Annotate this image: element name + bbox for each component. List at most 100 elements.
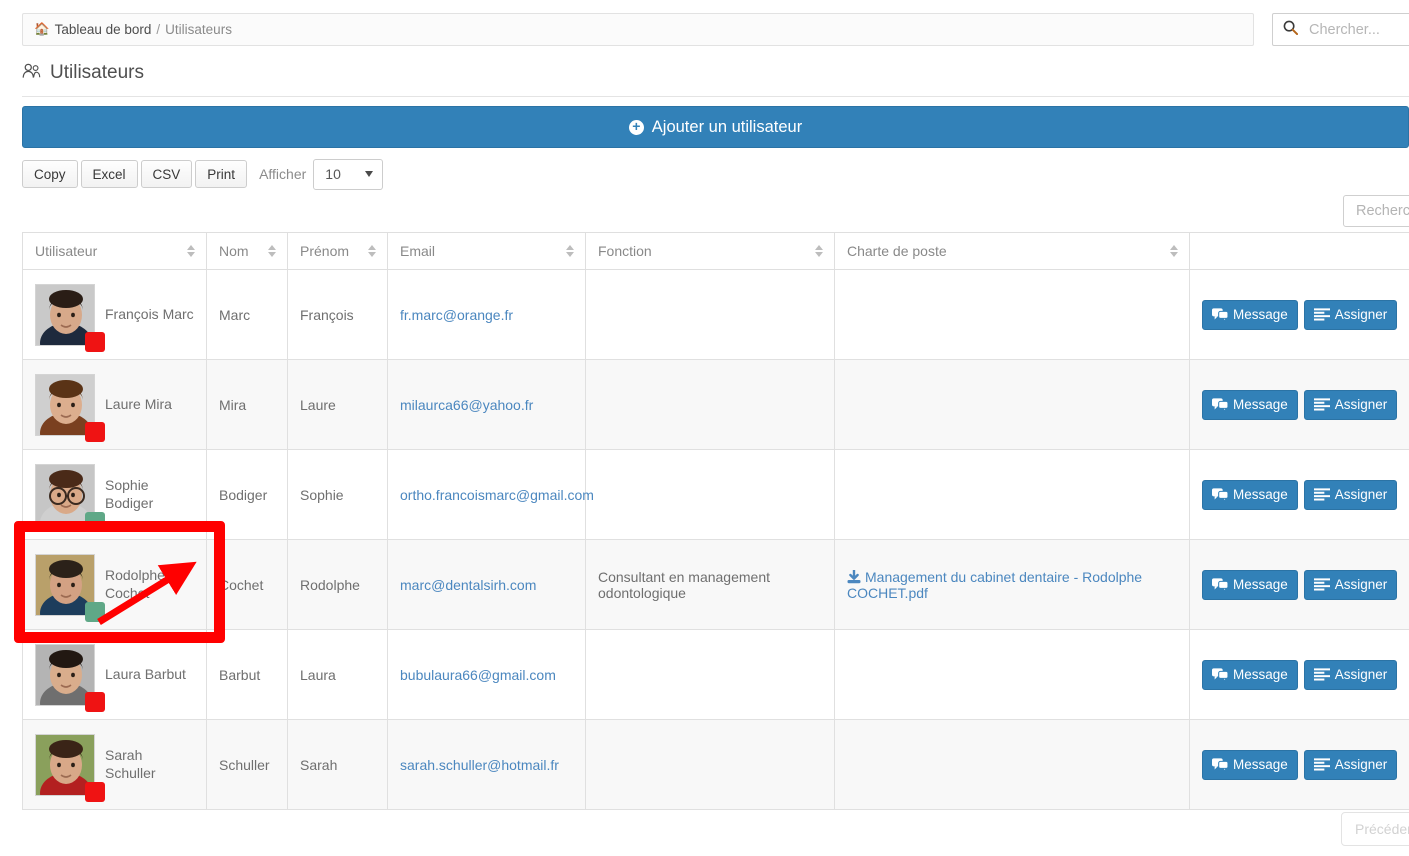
csv-button[interactable]: CSV (140, 160, 193, 188)
users-table: Utilisateur Nom Prénom Email (22, 232, 1409, 810)
avatar (35, 733, 105, 802)
cell-fonction: Consultant en management odontologique (585, 539, 835, 630)
email-link[interactable]: fr.marc@orange.fr (400, 306, 514, 323)
email-link[interactable]: bubulaura66@gmail.com (400, 666, 556, 683)
assign-button[interactable]: Assigner (1303, 749, 1398, 780)
column-header-prenom[interactable]: Prénom (287, 232, 388, 270)
assign-button[interactable]: Assigner (1303, 299, 1398, 330)
assign-label: Assigner (1334, 757, 1388, 772)
user-full-name: Laura Barbut (105, 665, 186, 682)
page-length-select[interactable]: 10 (313, 158, 384, 190)
avatar (35, 283, 105, 352)
cell-prenom: Sarah (287, 719, 388, 810)
assign-label: Assigner (1334, 667, 1388, 682)
print-button[interactable]: Print (195, 160, 248, 188)
cell-nom: Mira (206, 359, 288, 450)
cell-fonction (585, 449, 835, 540)
assign-label: Assigner (1334, 577, 1388, 592)
cell-charte (834, 629, 1190, 720)
email-link[interactable]: marc@dentalsirh.com (400, 576, 537, 593)
global-search[interactable] (1272, 13, 1409, 46)
column-header-utilisateur[interactable]: Utilisateur (22, 232, 207, 270)
message-button[interactable]: Message (1202, 749, 1298, 780)
add-user-button[interactable]: + Ajouter un utilisateur (22, 106, 1409, 148)
status-badge (85, 691, 105, 712)
user-full-name: François Marc (105, 305, 194, 322)
align-left-icon (1313, 488, 1330, 501)
assign-label: Assigner (1334, 307, 1388, 322)
copy-button[interactable]: Copy (22, 160, 78, 188)
column-header-actions (1189, 232, 1409, 270)
cell-charte (834, 719, 1190, 810)
cell-email: sarah.schuller@hotmail.fr (387, 719, 586, 810)
message-label: Message (1233, 667, 1288, 682)
message-button[interactable]: Message (1202, 299, 1298, 330)
users-icon (22, 63, 41, 84)
cell-utilisateur: Rodolphe Cochet (22, 539, 207, 630)
message-button[interactable]: Message (1202, 479, 1298, 510)
column-header-fonction[interactable]: Fonction (585, 232, 835, 270)
table-header-row: Utilisateur Nom Prénom Email (22, 232, 1409, 270)
breadcrumb-link-dashboard[interactable]: Tableau de bord (54, 22, 152, 37)
pagination-previous-button[interactable]: Précédent (1341, 812, 1409, 846)
email-link[interactable]: milaurca66@yahoo.fr (400, 396, 534, 413)
message-label: Message (1233, 577, 1288, 592)
title-divider (22, 96, 1409, 97)
column-label: Email (400, 243, 436, 259)
message-label: Message (1233, 487, 1288, 502)
message-label: Message (1233, 307, 1288, 322)
column-header-email[interactable]: Email (387, 232, 586, 270)
table-row: François Marc Marc François fr.marc@oran… (22, 269, 1409, 360)
download-icon (847, 569, 861, 583)
home-icon: 🏠 (34, 22, 50, 37)
comments-icon (1212, 577, 1228, 592)
table-toolbar: Copy Excel CSV Print Afficher 10 (22, 158, 384, 190)
column-label: Prénom (300, 243, 350, 259)
page-title: Utilisateurs (22, 62, 144, 84)
assign-button[interactable]: Assigner (1303, 389, 1398, 420)
comments-icon (1212, 667, 1228, 682)
cell-fonction (585, 719, 835, 810)
message-button[interactable]: Message (1202, 659, 1298, 690)
cell-email: marc@dentalsirh.com (387, 539, 586, 630)
align-left-icon (1313, 398, 1330, 411)
column-label: Charte de poste (847, 243, 947, 259)
email-link[interactable]: sarah.schuller@hotmail.fr (400, 756, 559, 773)
cell-utilisateur: Sarah Schuller (22, 719, 207, 810)
cell-fonction (585, 629, 835, 720)
table-row: Rodolphe Cochet Cochet Rodolphe marc@den… (22, 539, 1409, 630)
message-button[interactable]: Message (1202, 389, 1298, 420)
assign-button[interactable]: Assigner (1303, 479, 1398, 510)
cell-nom: Schuller (206, 719, 288, 810)
message-button[interactable]: Message (1202, 569, 1298, 600)
search-icon (1283, 20, 1299, 40)
column-label: Nom (219, 243, 249, 259)
cell-actions: Message Assigner (1189, 359, 1409, 450)
column-header-charte[interactable]: Charte de poste (834, 232, 1190, 270)
cell-charte (834, 359, 1190, 450)
assign-button[interactable]: Assigner (1303, 659, 1398, 690)
assign-label: Assigner (1334, 487, 1388, 502)
column-header-nom[interactable]: Nom (206, 232, 288, 270)
sort-arrows-icon (566, 245, 574, 257)
excel-button[interactable]: Excel (80, 160, 138, 188)
charte-download-link[interactable]: Management du cabinet dentaire - Rodolph… (847, 568, 1143, 601)
column-label: Utilisateur (35, 243, 98, 259)
cell-actions: Message Assigner (1189, 449, 1409, 540)
page-length-label: Afficher (259, 166, 307, 182)
email-link[interactable]: ortho.francoismarc@gmail.com (400, 486, 594, 503)
cell-utilisateur: Laure Mira (22, 359, 207, 450)
global-search-input[interactable] (1307, 20, 1409, 39)
table-filter-search[interactable] (1343, 195, 1409, 227)
cell-actions: Message Assigner (1189, 629, 1409, 720)
avatar (35, 463, 105, 532)
cell-email: bubulaura66@gmail.com (387, 629, 586, 720)
sort-arrows-icon (187, 245, 195, 257)
cell-email: milaurca66@yahoo.fr (387, 359, 586, 450)
message-label: Message (1233, 397, 1288, 412)
assign-button[interactable]: Assigner (1303, 569, 1398, 600)
comments-icon (1212, 307, 1228, 322)
table-row: Laura Barbut Barbut Laura bubulaura66@gm… (22, 629, 1409, 720)
table-filter-input[interactable] (1354, 202, 1409, 220)
